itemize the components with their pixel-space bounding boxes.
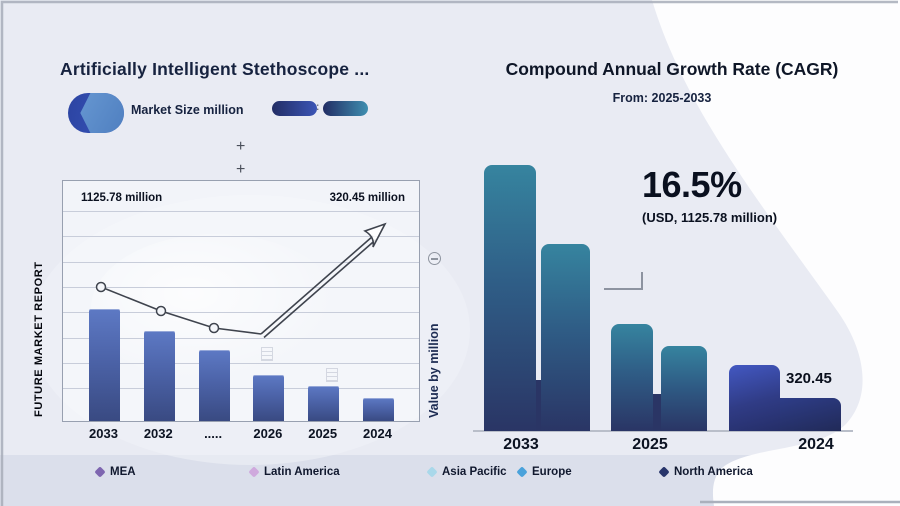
x-axis-label-2025: 2025 [308,426,338,441]
right-bar-3 [661,346,707,431]
bar-2025 [308,386,340,421]
cagr-percentage: 16.5% [642,164,742,205]
right-chart-baseline [473,430,853,432]
gridline [63,337,419,339]
ratio-pill-right [323,101,368,116]
trend-line-chart [95,222,387,339]
cagr-note: (USD, 1125.78 million) [642,210,778,225]
gridline [63,211,419,212]
bar-pair-connector [653,394,661,431]
gridline [63,286,419,288]
x-axis-label-2024: 2024 [798,436,834,453]
right-bar-0 [484,165,536,431]
gridline [63,312,419,314]
bar-..... [198,350,230,421]
arrow-shaft-line [263,238,377,339]
minus-circle-icon [428,252,441,265]
legend-label-north-america: North America [674,466,753,478]
legend-label-mea: MEA [110,466,136,478]
bar-2026 [253,375,285,421]
trend-marker [155,305,167,317]
annotation-top-left: 1125.78 million [81,192,163,204]
gridline [63,362,419,364]
trend-marker [208,322,220,334]
right-bar-4 [729,365,780,431]
x-axis-label-2032: 2032 [143,426,173,441]
bar-value-label: 320.45 [786,370,832,387]
arrow-shaft-line [260,235,374,335]
left-chart-panel: 1125.78 million 320.45 million [62,180,420,422]
x-axis-label-2033: 2033 [503,436,539,453]
bar-2032 [143,331,175,421]
gridline [63,236,419,238]
x-axis-label-.....: ..... [204,426,223,441]
trend-marker [95,281,107,293]
x-axis-label-2026: 2026 [253,426,283,441]
right-chart-subtitle: From: 2025-2033 [612,91,712,105]
cylinder-3d-icon [68,93,124,133]
right-bar-5 [780,398,841,431]
annotation-top-right: 320.45 million [329,192,405,204]
legend-label-europe: Europe [532,466,572,478]
cylinder-facet [80,93,124,133]
x-axis-label-2033: 2033 [89,426,118,441]
bar-pair-connector [536,380,541,431]
gridline [63,388,419,390]
left-chart-title: Artificially Intelligent Stethoscope ... [60,59,370,79]
trend-polyline [100,286,262,335]
right-chart-title: Compound Annual Growth Rate (CAGR) [505,59,839,79]
ratio-pill-left [272,101,317,116]
gridline [63,261,419,263]
ratio-colon: : [316,102,320,113]
future-market-report-label: FUTURE MARKET REPORT [33,261,45,417]
right-bar-2 [611,324,653,431]
plus-decoration-icon: + [236,161,246,178]
legend-label-latin-america: Latin America [264,466,340,478]
corner-bracket-decoration [604,272,643,290]
market-size-legend-label: Market Size million [131,103,244,117]
x-axis-label-2024: 2024 [363,426,392,441]
value-axis-label: Value by million [427,323,441,418]
bar-2024 [363,398,394,421]
legend-label-asia-pacific: Asia Pacific [442,466,507,478]
table-watermark-icon [261,347,273,361]
arrow-head-icon [363,222,387,248]
table-watermark-icon [326,368,338,382]
white-swoosh-shape [652,0,900,506]
x-axis-label-2025: 2025 [632,436,668,453]
plus-decoration-icon: + [236,138,246,155]
bar-2033 [89,309,120,421]
right-bar-1 [541,244,590,431]
